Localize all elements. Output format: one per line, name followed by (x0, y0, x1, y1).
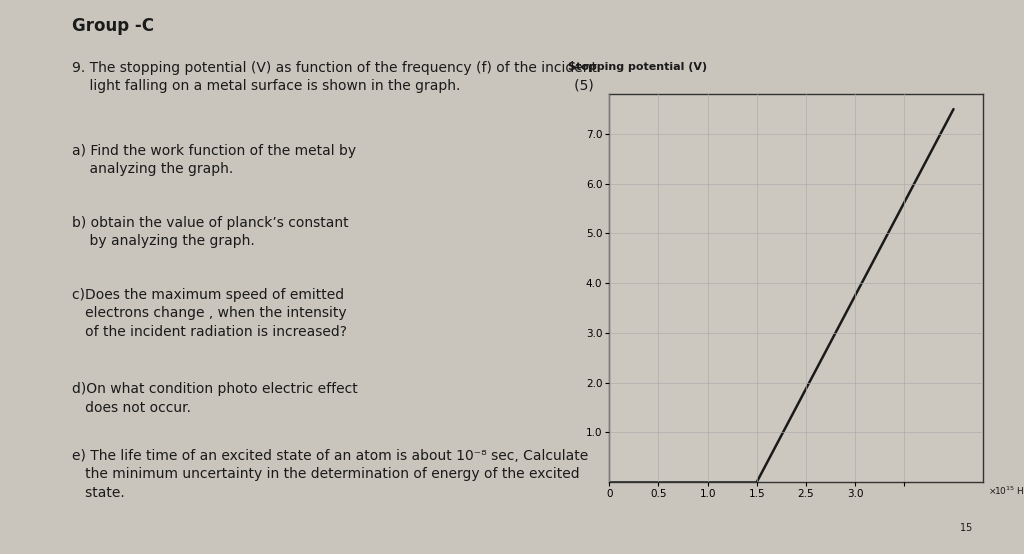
Text: c)Does the maximum speed of emitted
   electrons change , when the intensity
   : c)Does the maximum speed of emitted elec… (72, 288, 347, 339)
Text: Group -C: Group -C (72, 17, 154, 34)
Text: b) obtain the value of planck’s constant
    by analyzing the graph.: b) obtain the value of planck’s constant… (72, 216, 348, 248)
Text: $15$: $15$ (959, 521, 973, 533)
Text: Stopping potential (V): Stopping potential (V) (568, 62, 708, 72)
Text: a) Find the work function of the metal by
    analyzing the graph.: a) Find the work function of the metal b… (72, 144, 355, 176)
Text: $\times\!10^{15}$ Hz: $\times\!10^{15}$ Hz (988, 485, 1024, 497)
Text: 9. The stopping potential (V) as function of the frequency (f) of the incident
 : 9. The stopping potential (V) as functio… (72, 61, 597, 93)
Text: e) The life time of an excited state of an atom is about 10⁻⁸ sec, Calculate
   : e) The life time of an excited state of … (72, 449, 588, 500)
Text: d)On what condition photo electric effect
   does not occur.: d)On what condition photo electric effec… (72, 382, 357, 414)
